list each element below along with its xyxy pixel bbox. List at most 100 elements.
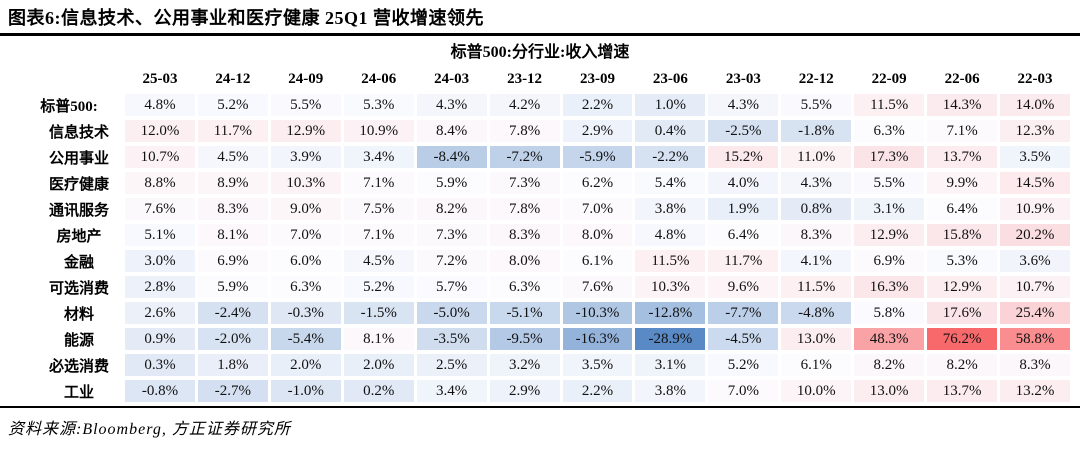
value-cell: 25.4% <box>1000 302 1070 324</box>
value-cell: 3.8% <box>635 198 706 220</box>
value-cell: -5.0% <box>416 302 487 324</box>
value-cell: 6.3% <box>854 120 925 142</box>
value-cell: 5.2% <box>708 354 779 376</box>
value-cell: 9.9% <box>927 172 998 194</box>
value-cell: 5.9% <box>197 276 268 298</box>
figure-title: 图表6:信息技术、公用事业和医疗健康 25Q1 营收增速领先 <box>8 8 484 28</box>
value-cell: -7.2% <box>489 146 560 168</box>
value-cell: 14.3% <box>927 94 998 116</box>
value-cell: 7.6% <box>125 198 195 220</box>
value-cell: 11.5% <box>854 94 925 116</box>
value-cell: 15.8% <box>927 224 998 246</box>
value-cell: 7.0% <box>708 380 779 402</box>
value-cell: 3.5% <box>1000 146 1070 168</box>
value-cell: 5.5% <box>854 172 925 194</box>
value-cell: 7.8% <box>489 120 560 142</box>
value-cell: 2.0% <box>270 354 341 376</box>
value-cell: 6.3% <box>270 276 341 298</box>
table-row: 房地产 5.1% 8.1% 7.0% 7.1% 7.3% 8.3% 8.0% 4.8% 6.4% 8… <box>10 224 1070 246</box>
value-cell: -3.5% <box>416 328 487 350</box>
value-cell: 4.5% <box>343 250 414 272</box>
value-cell: 5.7% <box>416 276 487 298</box>
table-row: 工业 -0.8% -2.7% -1.0% 0.2% 3.4% 2.9% 2.2% 3.8% 7.0… <box>10 380 1070 402</box>
value-cell: 12.3% <box>1000 120 1070 142</box>
row-label: 金融 <box>63 254 94 271</box>
value-cell: 2.6% <box>125 302 195 324</box>
value-cell: 8.4% <box>416 120 487 142</box>
value-cell: 10.3% <box>270 172 341 194</box>
row-label: 能源 <box>63 332 94 349</box>
value-cell: 6.1% <box>562 250 633 272</box>
value-cell: -5.4% <box>270 328 341 350</box>
value-cell: -2.2% <box>635 146 706 168</box>
row-label: 材料 <box>63 306 94 323</box>
value-cell: 7.3% <box>416 224 487 246</box>
value-cell: 8.3% <box>489 224 560 246</box>
value-cell: 13.2% <box>1000 380 1070 402</box>
value-cell: 7.8% <box>489 198 560 220</box>
value-cell: 9.6% <box>708 276 779 298</box>
table-row: 可选消费 2.8% 5.9% 6.3% 5.2% 5.7% 6.3% 7.6% 10.3% 9.6… <box>10 276 1070 298</box>
row-label: 可选消费 <box>48 280 109 297</box>
value-cell: 8.3% <box>781 224 852 246</box>
value-cell: 3.6% <box>1000 250 1070 272</box>
table-row: 必选消费 0.3% 1.8% 2.0% 2.0% 2.5% 3.2% 3.5% 3.1% 5.2%… <box>10 354 1070 376</box>
value-cell: 2.0% <box>343 354 414 376</box>
column-header: 22-12 <box>798 70 834 87</box>
value-cell: 6.4% <box>708 224 779 246</box>
value-cell: 12.9% <box>854 224 925 246</box>
value-cell: 4.3% <box>416 94 487 116</box>
value-cell: 2.9% <box>489 380 560 402</box>
row-label: 工业 <box>63 384 94 401</box>
value-cell: 13.7% <box>927 380 998 402</box>
value-cell: 3.8% <box>635 380 706 402</box>
value-cell: -5.9% <box>562 146 633 168</box>
column-header: 23-06 <box>652 70 688 87</box>
column-header-row: 25-03 24-12 24-09 24-06 24-03 23-12 23-09 23-06… <box>10 68 1070 90</box>
value-cell: 10.7% <box>125 146 195 168</box>
column-header: 22-06 <box>944 70 980 87</box>
column-header: 24-09 <box>288 70 324 87</box>
value-cell: 4.0% <box>708 172 779 194</box>
value-cell: 7.3% <box>489 172 560 194</box>
table-row: 医疗健康 8.8% 8.9% 10.3% 7.1% 5.9% 7.3% 6.2% 5.4% 4.0… <box>10 172 1070 194</box>
column-header: 24-03 <box>434 70 470 87</box>
value-cell: 8.0% <box>489 250 560 272</box>
value-cell: 11.7% <box>708 250 779 272</box>
row-label: 通讯服务 <box>48 202 109 219</box>
value-cell: 10.7% <box>1000 276 1070 298</box>
value-cell: 7.2% <box>416 250 487 272</box>
value-cell: 8.8% <box>125 172 195 194</box>
value-cell: 12.0% <box>125 120 195 142</box>
value-cell: 8.3% <box>1000 354 1070 376</box>
value-cell: -9.5% <box>489 328 560 350</box>
table-title: 标普500:分行业:收入增速 <box>450 44 630 61</box>
value-cell: 1.0% <box>635 94 706 116</box>
value-cell: 0.4% <box>635 120 706 142</box>
value-cell: 7.1% <box>343 172 414 194</box>
value-cell: 5.3% <box>343 94 414 116</box>
value-cell: 1.8% <box>197 354 268 376</box>
value-cell: 12.9% <box>270 120 341 142</box>
value-cell: 4.5% <box>197 146 268 168</box>
value-cell: 4.3% <box>781 172 852 194</box>
value-cell: 0.2% <box>343 380 414 402</box>
value-cell: 11.0% <box>781 146 852 168</box>
value-cell: 17.3% <box>854 146 925 168</box>
value-cell: 5.2% <box>343 276 414 298</box>
value-cell: 6.3% <box>489 276 560 298</box>
source-note: 资料来源:Bloomberg, 方正证券研究所 <box>8 421 291 438</box>
column-header: 24-12 <box>215 70 251 87</box>
value-cell: 9.0% <box>270 198 341 220</box>
value-cell: 15.2% <box>708 146 779 168</box>
table-row: 材料 2.6% -2.4% -0.3% -1.5% -5.0% -5.1% -10.3% -12… <box>10 302 1070 324</box>
value-cell: -2.7% <box>197 380 268 402</box>
value-cell: 5.5% <box>781 94 852 116</box>
value-cell: 6.4% <box>927 198 998 220</box>
value-cell: 3.4% <box>416 380 487 402</box>
value-cell: 1.9% <box>708 198 779 220</box>
value-cell: -28.9% <box>635 328 706 350</box>
value-cell: 6.1% <box>781 354 852 376</box>
value-cell: 8.1% <box>197 224 268 246</box>
value-cell: 12.9% <box>927 276 998 298</box>
